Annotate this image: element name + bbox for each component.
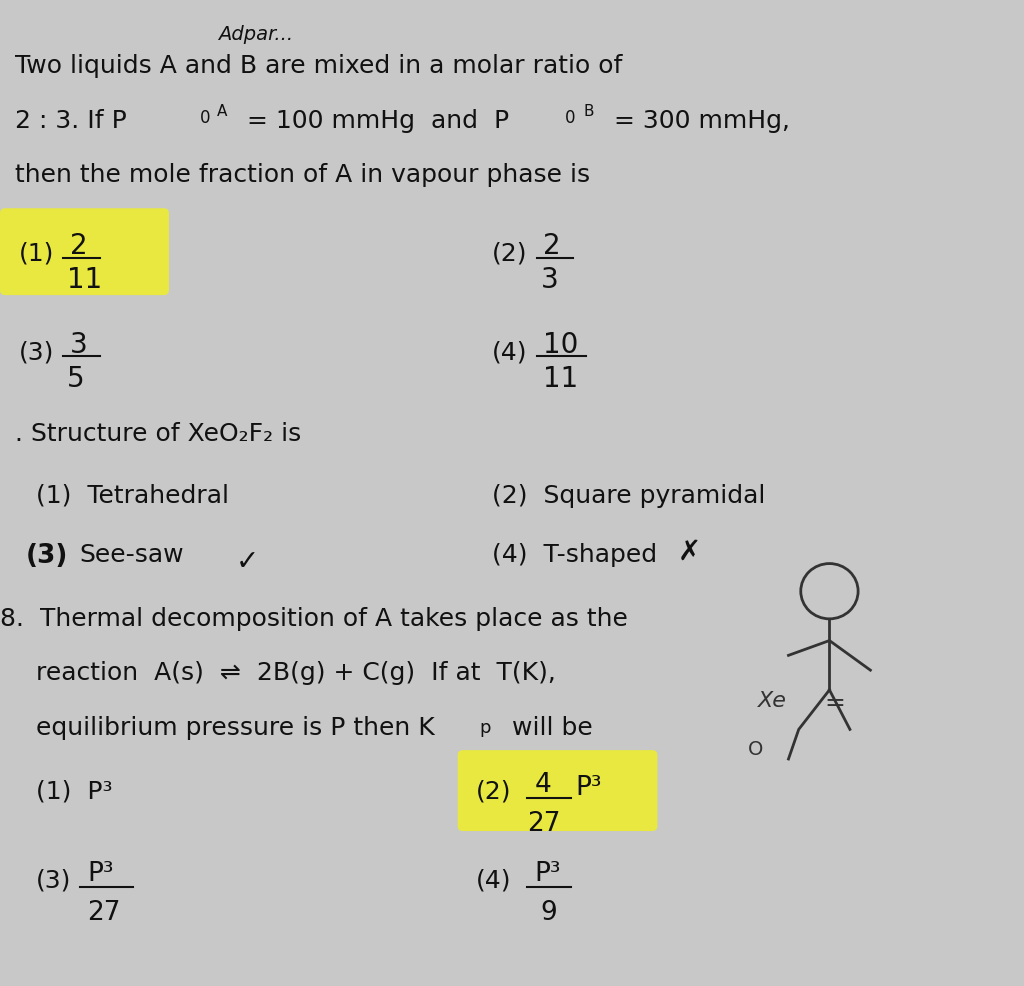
- Text: 0: 0: [200, 108, 210, 126]
- Text: (4)  T-shaped: (4) T-shaped: [492, 542, 656, 566]
- Text: P³: P³: [575, 774, 602, 800]
- Text: (2): (2): [476, 779, 512, 803]
- Text: 4: 4: [535, 771, 551, 797]
- Text: ✓: ✓: [236, 547, 259, 575]
- Text: (4): (4): [492, 340, 527, 364]
- Text: 3: 3: [70, 330, 87, 358]
- Text: (3): (3): [36, 868, 72, 891]
- Text: 0: 0: [565, 108, 575, 126]
- Text: reaction  A(s)  ⇌  2B(g) + C(g)  If at  T(K),: reaction A(s) ⇌ 2B(g) + C(g) If at T(K),: [36, 661, 556, 684]
- Text: equilibrium pressure is P then K: equilibrium pressure is P then K: [36, 715, 434, 739]
- Text: = 100 mmHg  and  P: = 100 mmHg and P: [239, 108, 509, 132]
- FancyBboxPatch shape: [458, 750, 657, 831]
- Text: Xe: Xe: [758, 690, 786, 710]
- FancyBboxPatch shape: [0, 209, 169, 296]
- Text: (1)  Tetrahedral: (1) Tetrahedral: [36, 483, 228, 507]
- Text: (3): (3): [26, 542, 68, 568]
- Text: 2: 2: [543, 232, 560, 259]
- Text: (1)  P³: (1) P³: [36, 779, 113, 803]
- Text: =: =: [824, 690, 845, 714]
- Text: P³: P³: [535, 860, 561, 885]
- Text: (2): (2): [492, 242, 527, 265]
- Text: (4): (4): [476, 868, 512, 891]
- Text: (3): (3): [18, 340, 54, 364]
- Text: B: B: [584, 104, 594, 118]
- Text: ✗: ✗: [678, 537, 701, 565]
- Text: A: A: [217, 104, 227, 118]
- Text: 9: 9: [541, 899, 557, 925]
- Text: O: O: [748, 740, 763, 758]
- Text: 27: 27: [87, 899, 121, 925]
- Text: P³: P³: [87, 860, 114, 885]
- Text: 5: 5: [67, 365, 84, 392]
- Text: See-saw: See-saw: [80, 542, 184, 566]
- Text: 11: 11: [67, 266, 101, 294]
- Text: 8.  Thermal decomposition of A takes place as the: 8. Thermal decomposition of A takes plac…: [0, 606, 628, 630]
- Text: . Structure of XeO₂F₂ is: . Structure of XeO₂F₂ is: [15, 422, 302, 446]
- Text: = 300 mmHg,: = 300 mmHg,: [606, 108, 791, 132]
- Text: will be: will be: [504, 715, 593, 739]
- Text: (1): (1): [18, 242, 54, 265]
- Text: Two liquids A and B are mixed in a molar ratio of: Two liquids A and B are mixed in a molar…: [15, 54, 623, 78]
- Text: 3: 3: [541, 266, 558, 294]
- Text: p: p: [479, 718, 490, 736]
- Text: 10: 10: [543, 330, 579, 358]
- Text: 11: 11: [543, 365, 578, 392]
- Text: 2: 2: [70, 232, 87, 259]
- Text: 2 : 3. If P: 2 : 3. If P: [15, 108, 127, 132]
- Text: then the mole fraction of A in vapour phase is: then the mole fraction of A in vapour ph…: [15, 163, 591, 186]
- Text: Adpar...: Adpar...: [218, 25, 294, 43]
- Text: (2)  Square pyramidal: (2) Square pyramidal: [492, 483, 765, 507]
- Text: 27: 27: [527, 810, 561, 836]
